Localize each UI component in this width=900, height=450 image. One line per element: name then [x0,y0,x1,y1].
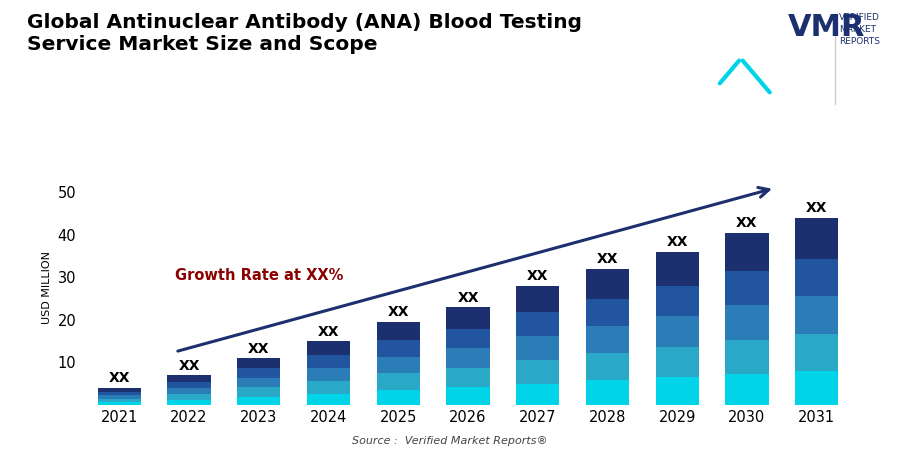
Bar [655,316,698,347]
Bar [446,348,490,368]
Bar [307,341,350,355]
Text: XX: XX [388,306,409,320]
Bar [795,371,838,405]
Bar [655,347,698,378]
FancyArrowPatch shape [742,61,770,92]
Bar [377,340,420,357]
Bar [725,233,769,270]
Bar [307,368,350,381]
Text: XX: XX [248,342,270,356]
Bar [446,368,490,387]
Text: XX: XX [109,371,130,386]
Bar [655,252,698,286]
Bar [238,396,281,405]
Bar [98,392,141,395]
Bar [238,387,281,396]
Bar [377,357,420,374]
Bar [446,307,490,328]
Text: XX: XX [178,359,200,373]
FancyArrowPatch shape [720,61,739,83]
Text: XX: XX [597,252,618,266]
Text: VMR: VMR [788,14,865,42]
Bar [586,326,629,353]
Bar [586,353,629,381]
Bar [586,269,629,299]
Bar [238,369,281,378]
Text: XX: XX [666,235,688,249]
Bar [377,390,420,405]
Bar [446,387,490,405]
Bar [377,374,420,390]
Bar [446,328,490,348]
Bar [238,358,281,369]
Y-axis label: USD MILLION: USD MILLION [41,252,52,324]
Text: XX: XX [736,216,758,230]
Bar [167,400,211,405]
Text: XX: XX [457,291,479,305]
Bar [516,383,559,405]
Bar [655,286,698,316]
Text: Growth Rate at XX%: Growth Rate at XX% [176,268,344,283]
Bar [307,381,350,393]
Bar [795,218,838,259]
Bar [586,299,629,326]
Bar [655,378,698,405]
Bar [516,336,559,360]
Bar [586,381,629,405]
Bar [725,270,769,305]
Bar [516,312,559,336]
Text: Global Antinuclear Antibody (ANA) Blood Testing
Service Market Size and Scope: Global Antinuclear Antibody (ANA) Blood … [27,14,582,54]
Bar [98,388,141,392]
Bar [377,322,420,340]
Bar [795,259,838,297]
Bar [98,399,141,402]
Bar [167,382,211,388]
Bar [238,378,281,387]
Text: VERIFIED
MARKET
REPORTS: VERIFIED MARKET REPORTS [839,14,880,46]
Bar [167,394,211,400]
Bar [795,334,838,371]
Bar [725,305,769,339]
Text: XX: XX [318,324,339,339]
Bar [307,355,350,368]
Bar [167,388,211,394]
Bar [516,360,559,383]
Bar [167,375,211,382]
Text: Source :  Verified Market Reports®: Source : Verified Market Reports® [352,436,548,446]
Bar [795,297,838,334]
Bar [725,374,769,405]
Bar [98,395,141,399]
Bar [516,286,559,312]
Bar [98,402,141,405]
Text: XX: XX [806,201,827,215]
Bar [725,339,769,374]
Bar [307,393,350,405]
Text: XX: XX [527,269,548,284]
